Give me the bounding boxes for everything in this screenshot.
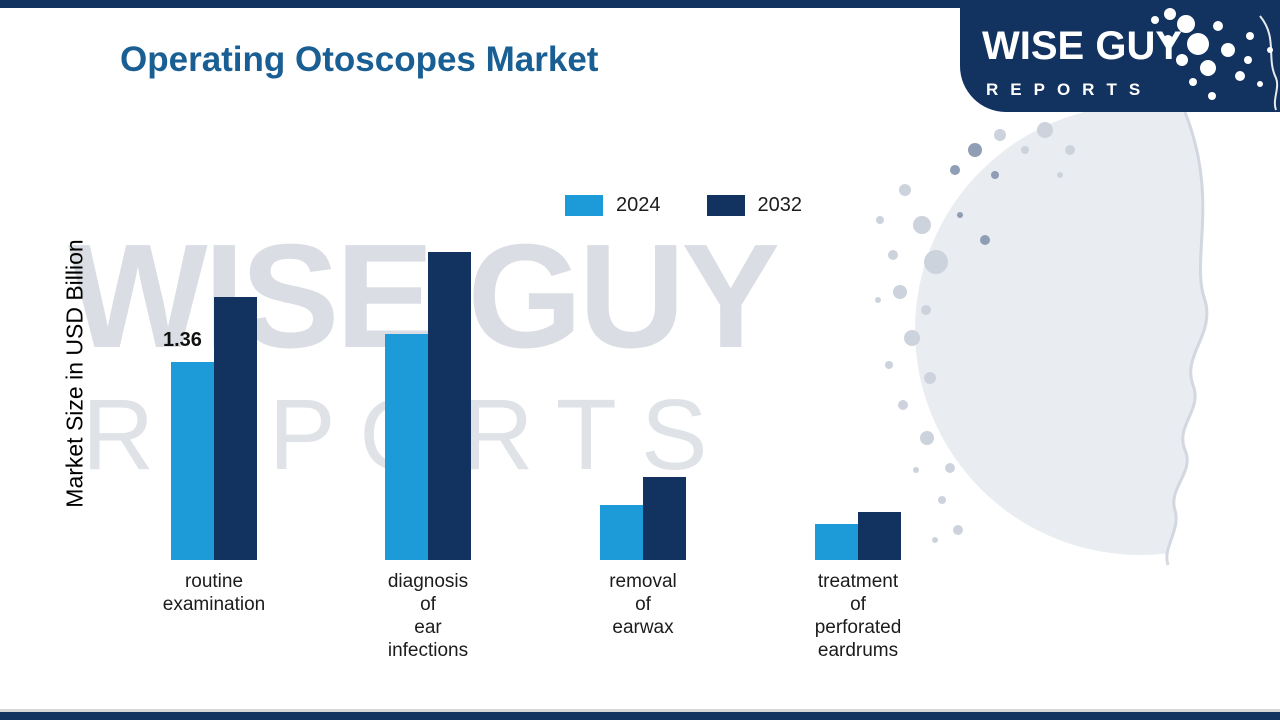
legend-item-2032: 2032 — [706, 194, 803, 217]
bar-2032-4 — [858, 512, 901, 560]
bar-2032-3 — [643, 477, 686, 560]
page-title: Operating Otoscopes Market — [120, 40, 599, 79]
bottom-accent-bar — [0, 712, 1280, 720]
bar-2024-4 — [815, 524, 858, 560]
bar-2032-1 — [214, 297, 257, 560]
legend-label: 2032 — [757, 194, 803, 216]
bar-value-label: 1.36 — [163, 329, 202, 351]
category-label: removal of earwax — [609, 571, 677, 638]
bar-2032-2 — [428, 252, 471, 560]
logo-head-dots-icon — [1151, 8, 1279, 111]
logo-subtitle: REPORTS — [986, 80, 1153, 99]
top-accent-bar — [0, 0, 1280, 8]
bottom-gray-line — [0, 709, 1280, 712]
logo-wordmark: WISE GUY — [982, 24, 1183, 68]
bar-2024-3 — [600, 505, 643, 560]
legend-swatch-icon — [565, 195, 603, 216]
legend-label: 2024 — [616, 194, 661, 216]
legend-item-2024: 2024 — [565, 194, 661, 217]
category-label: diagnosis of ear infections — [387, 571, 469, 661]
category-label: routine examination — [162, 571, 266, 615]
wiseguy-logo: WISE GUY REPORTS — [960, 0, 1280, 112]
category-label: treatment of perforated eardrums — [814, 571, 902, 661]
legend-swatch-icon — [706, 195, 745, 216]
bar-2024-1 — [171, 362, 214, 560]
chart-legend: 2024 2032 — [565, 194, 802, 217]
bar-2024-2 — [385, 334, 428, 560]
